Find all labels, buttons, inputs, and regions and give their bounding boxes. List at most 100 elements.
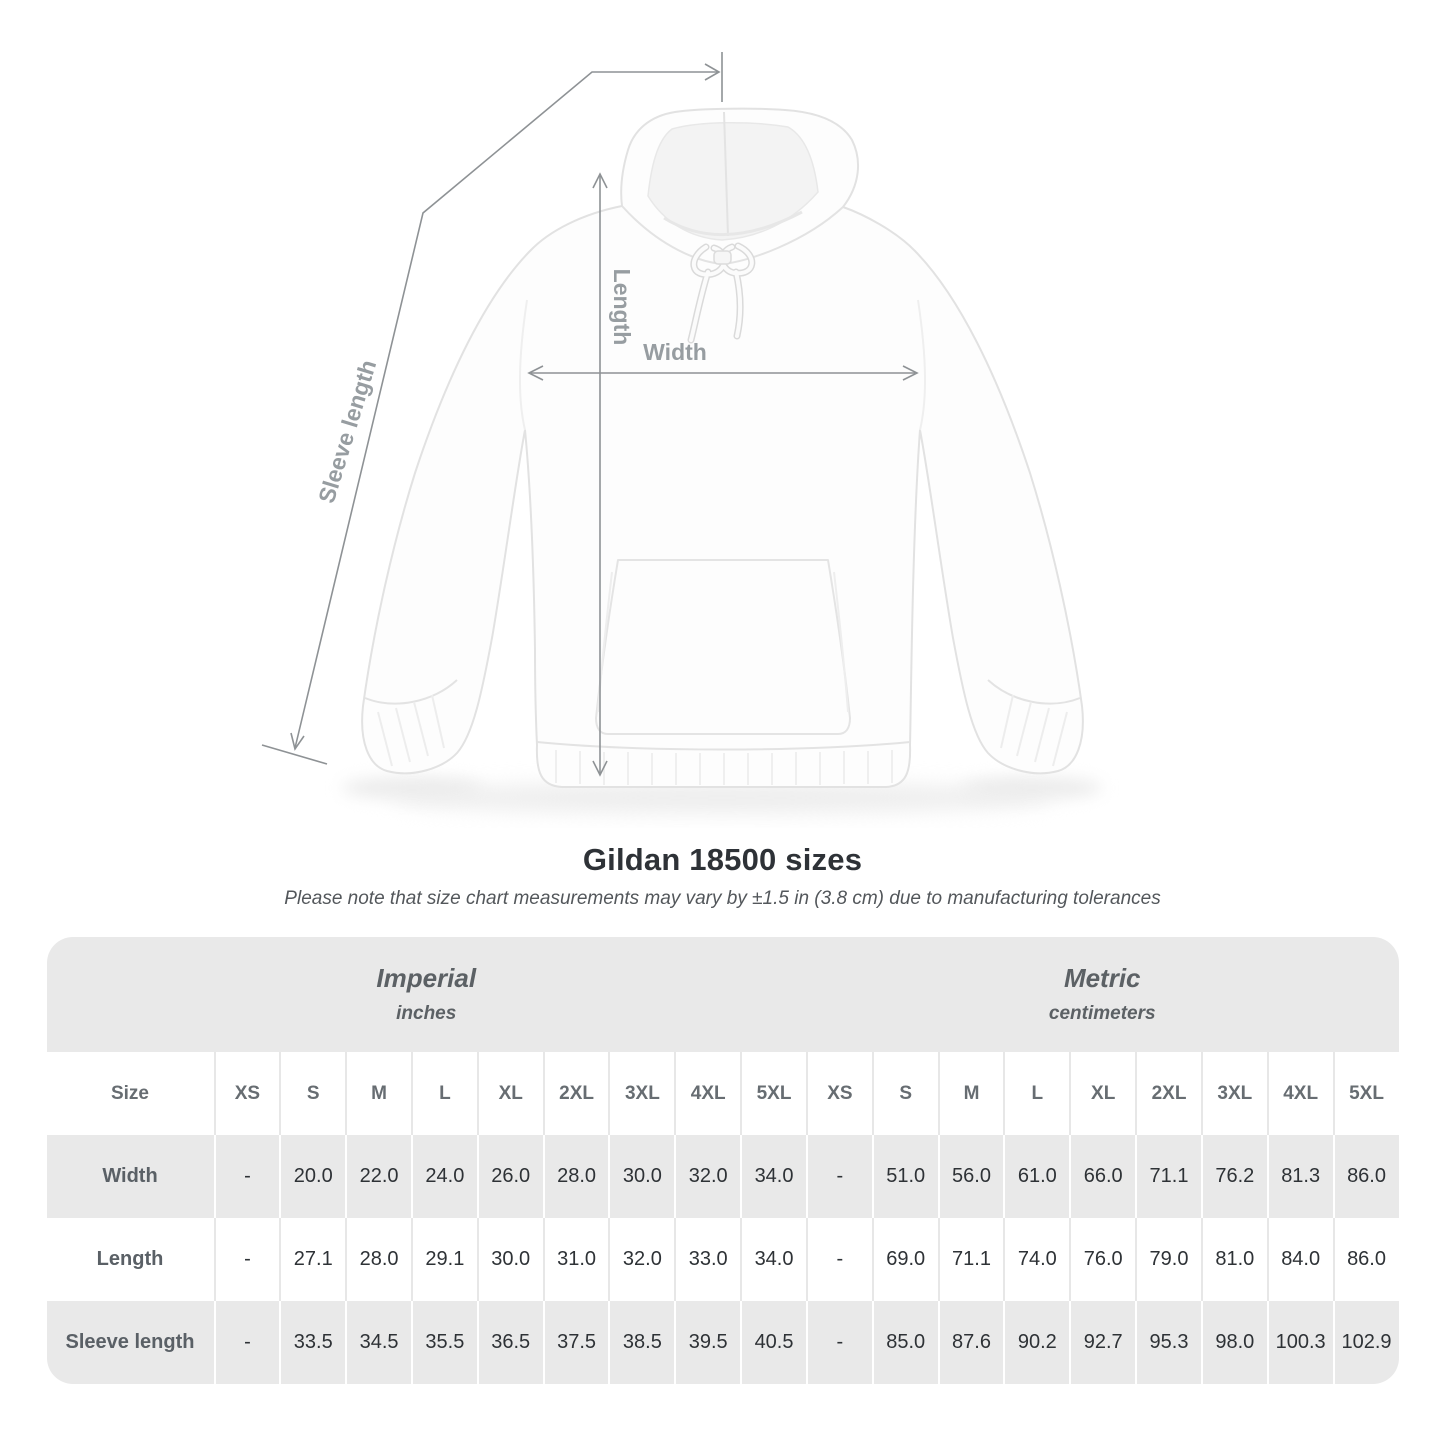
cell: 85.0 [871, 1301, 938, 1384]
metric-section-header: Metric centimeters [805, 937, 1399, 1052]
cell: - [213, 1135, 280, 1218]
cell: - [805, 1301, 872, 1384]
cell: 69.0 [871, 1218, 938, 1301]
cell: 56.0 [937, 1135, 1004, 1218]
imperial-section-title: Imperial [376, 963, 477, 994]
size-header: 2XL [1135, 1052, 1201, 1135]
size-header: L [1003, 1052, 1070, 1135]
cell: 90.2 [1003, 1301, 1070, 1384]
cell: 33.0 [674, 1218, 741, 1301]
cell: 20.0 [279, 1135, 346, 1218]
row-label: Length [46, 1218, 214, 1301]
width-label: Width [643, 339, 707, 365]
cell: 71.1 [937, 1218, 1004, 1301]
cell: 92.7 [1069, 1301, 1136, 1384]
hood-seam [723, 111, 729, 237]
cell: 39.5 [674, 1301, 741, 1384]
cell: 32.0 [674, 1135, 741, 1218]
cell: 98.0 [1200, 1301, 1267, 1384]
length-label: Length [609, 269, 635, 346]
kangaroo-pocket [595, 559, 851, 735]
cell: 79.0 [1135, 1218, 1201, 1301]
pocket-stitching [597, 571, 849, 713]
cell: 22.0 [345, 1135, 411, 1218]
cell: 29.1 [410, 1218, 477, 1301]
cell: - [213, 1301, 280, 1384]
table-row-width: Width - 20.0 22.0 24.0 26.0 28.0 30.0 32… [46, 1135, 1399, 1218]
size-header: XL [1069, 1052, 1136, 1135]
cell: 30.0 [476, 1218, 543, 1301]
size-header: 5XL [1332, 1052, 1399, 1135]
arrowhead-down [592, 760, 608, 777]
cell: 35.5 [410, 1301, 477, 1384]
tolerance-note: Please note that size chart measurements… [284, 888, 1161, 909]
size-header: M [345, 1052, 411, 1135]
size-header: 4XL [674, 1052, 741, 1135]
row-label: Width [46, 1135, 214, 1218]
arrowhead-up [592, 172, 608, 189]
measurement-arrows [261, 52, 919, 777]
size-table: Imperial inches Metric centimeters Size … [46, 937, 1399, 1384]
imperial-section-header: Imperial inches [46, 937, 806, 1052]
row-label: Sleeve length [46, 1301, 214, 1384]
collar-line [663, 210, 803, 237]
table-row-length: Length - 27.1 28.0 29.1 30.0 31.0 32.0 3… [46, 1218, 1399, 1301]
cell: 81.0 [1200, 1218, 1267, 1301]
hoodie-diagram: Width Length Sleeve length [261, 52, 1102, 813]
cell: 102.9 [1332, 1301, 1399, 1384]
cell: 40.5 [740, 1301, 806, 1384]
size-header: L [410, 1052, 477, 1135]
size-header: S [871, 1052, 938, 1135]
sleeve-shadow-right [962, 777, 1102, 799]
cell: 27.1 [279, 1218, 346, 1301]
metric-section-unit: centimeters [1048, 1002, 1156, 1024]
cuff-left [364, 679, 458, 705]
cell: 28.0 [345, 1218, 411, 1301]
ground-shadow [392, 783, 1052, 813]
cell: 84.0 [1266, 1218, 1333, 1301]
cell: 33.5 [279, 1301, 346, 1384]
arrowhead-right-2 [902, 365, 919, 381]
cell: 71.1 [1135, 1135, 1201, 1218]
size-header: XL [476, 1052, 543, 1135]
cell: 34.0 [740, 1218, 806, 1301]
cell: 86.0 [1332, 1135, 1399, 1218]
cell: 76.0 [1069, 1218, 1136, 1301]
cell: 76.2 [1200, 1135, 1267, 1218]
size-header-row: Size XS S M L XL 2XL 3XL 4XL 5XL XS S M … [46, 1052, 1399, 1135]
cell: - [213, 1218, 280, 1301]
hem-ribbing [555, 750, 893, 785]
cell: 34.5 [345, 1301, 411, 1384]
size-header: XS [805, 1052, 872, 1135]
cell: 24.0 [410, 1135, 477, 1218]
cell: 26.0 [476, 1135, 543, 1218]
armhole-seams [519, 299, 926, 431]
cell: 32.0 [608, 1218, 675, 1301]
size-header: 4XL [1266, 1052, 1333, 1135]
hoodie-figure: Width Length Sleeve length [261, 52, 1102, 813]
size-header: 2XL [542, 1052, 609, 1135]
cell: 51.0 [871, 1135, 938, 1218]
size-column-label: Size [46, 1052, 214, 1135]
drawstrings [687, 242, 756, 344]
cell: 61.0 [1003, 1135, 1070, 1218]
cell: - [805, 1135, 872, 1218]
cell: 36.5 [476, 1301, 543, 1384]
page-title: Gildan 18500 sizes [582, 842, 863, 877]
sleeve-shadow-left [342, 777, 482, 799]
cell: 30.0 [608, 1135, 675, 1218]
unit-section-row: Imperial inches Metric centimeters [46, 937, 1399, 1052]
cell: - [805, 1218, 872, 1301]
hoodie-body [361, 107, 1084, 788]
size-header: S [279, 1052, 346, 1135]
size-header: 3XL [1200, 1052, 1267, 1135]
cell: 28.0 [542, 1135, 609, 1218]
imperial-section-unit: inches [396, 1002, 457, 1024]
arrowhead-sleeve-end [290, 732, 305, 751]
size-header: M [937, 1052, 1004, 1135]
size-header: 3XL [608, 1052, 675, 1135]
hem-line [536, 741, 911, 751]
cell: 74.0 [1003, 1218, 1070, 1301]
cell: 34.0 [740, 1135, 806, 1218]
